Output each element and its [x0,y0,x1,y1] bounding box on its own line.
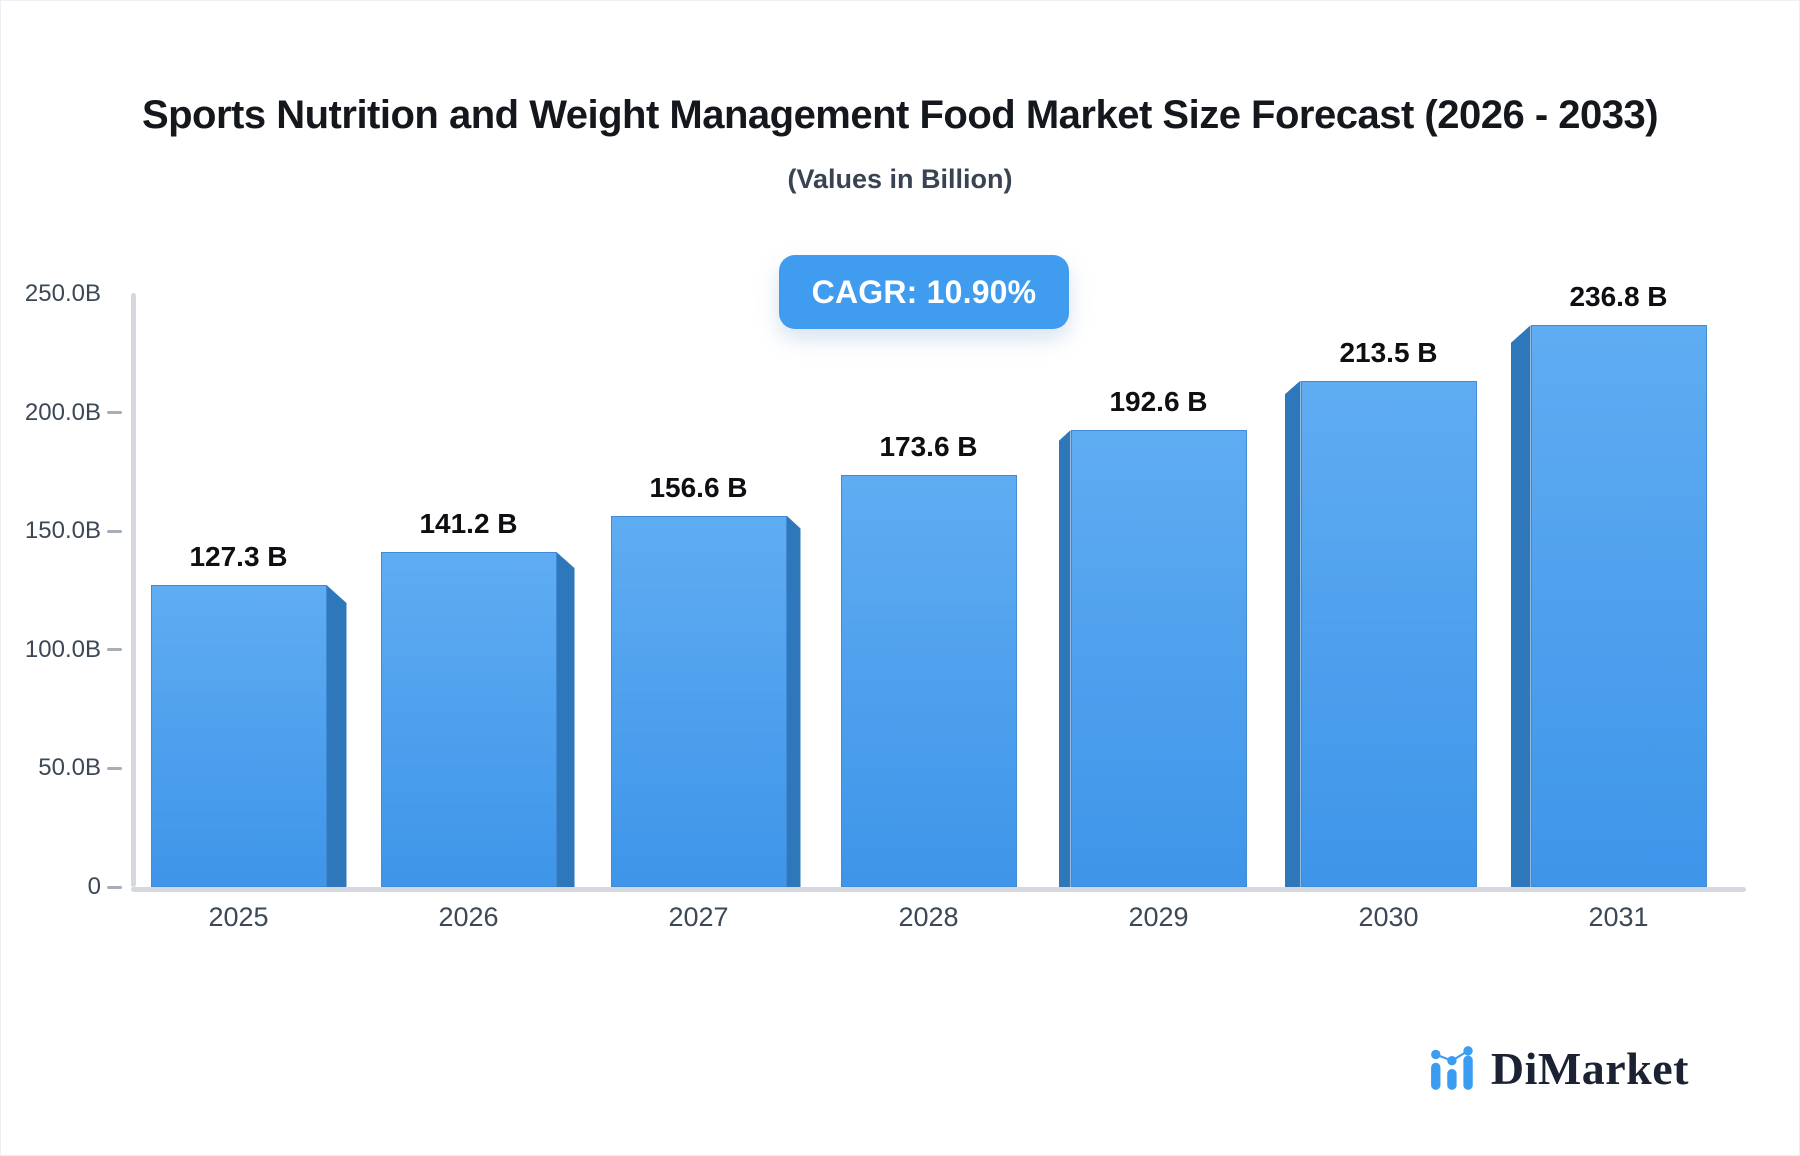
y-axis-label: 250.0B [24,280,101,307]
bar-2031 [1530,325,1707,887]
x-axis-label-2027: 2027 [668,902,729,932]
x-axis-line [131,887,1746,892]
x-axis-label-2030: 2030 [1358,902,1419,932]
bar-2027 [610,515,787,887]
bar-value-label: 156.6 B [649,471,748,503]
cagr-badge-label: CAGR: 10.90% [811,273,1037,310]
bar-2025 [150,585,327,887]
bar-2030 [1300,380,1477,887]
y-axis-tick [107,411,122,415]
x-axis-label-2029: 2029 [1128,902,1189,932]
y-axis-tick [107,648,122,652]
y-axis-label: 100.0B [24,635,101,663]
cagr-badge: CAGR: 10.90% [779,255,1069,329]
bar-value-label: 173.6 B [879,431,978,463]
y-axis-label: 200.0B [24,398,101,426]
bar-chart-logo-icon [1430,1046,1473,1090]
bar-side-face [326,585,347,887]
chart-subtitle: (Values in Billion) [787,164,1013,194]
x-axis-label-2026: 2026 [438,902,499,932]
x-axis-label-2028: 2028 [898,902,959,932]
y-axis-tick [107,885,122,889]
bar-value-label: 127.3 B [189,541,288,573]
bar-side-face [786,515,801,887]
logo-text: DiMarket [1490,1042,1689,1094]
chart-title: Sports Nutrition and Weight Management F… [141,93,1659,137]
y-axis-tick [107,529,122,533]
bar-side-face [556,552,575,887]
x-axis-label-2031: 2031 [1588,902,1649,932]
bar-value-label: 192.6 B [1109,386,1208,418]
bar-2028 [840,475,1017,887]
brand-logo: DiMarket [1429,1039,1689,1097]
bar-value-label: 236.8 B [1569,281,1668,313]
bar-side-face [1510,325,1531,887]
bar-side-face [1284,380,1301,887]
y-axis-label: 150.0B [24,517,101,545]
bar-2026 [380,552,557,887]
bar-value-label: 141.2 B [419,508,518,540]
y-axis-tick [107,766,122,770]
y-axis-line [131,293,136,887]
y-axis-label: 0 [87,873,101,900]
bar-2029 [1070,430,1247,887]
y-axis-label: 50.0B [38,754,101,782]
x-axis-label-2025: 2025 [208,902,269,932]
bar-side-face [1058,430,1071,887]
bar-value-label: 213.5 B [1339,336,1438,368]
